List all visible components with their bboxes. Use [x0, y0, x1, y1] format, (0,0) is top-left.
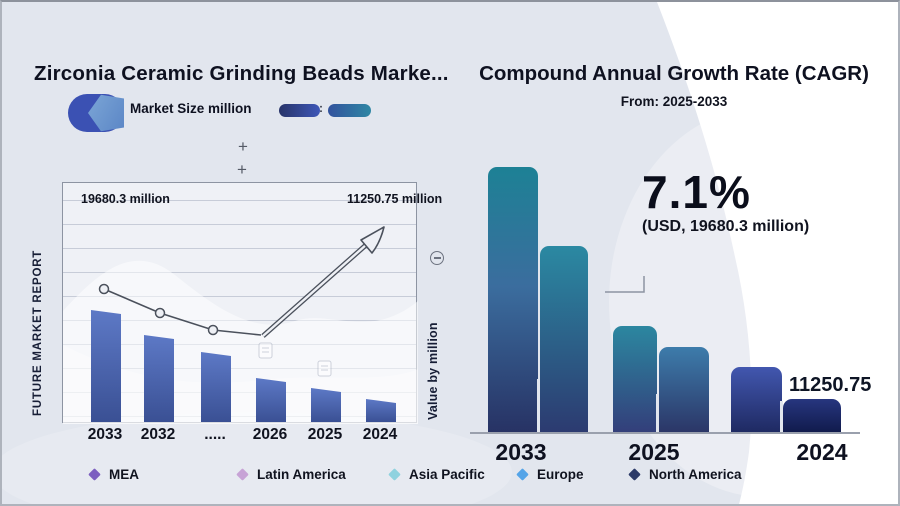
market-size-bar [91, 310, 121, 422]
legend-label: Asia Pacific [409, 466, 485, 482]
bar-gap [780, 401, 783, 433]
trend-line-and-arrow [98, 226, 385, 377]
market-size-icon [68, 94, 124, 132]
bar-gap [656, 394, 659, 433]
legend-label: MEA [109, 466, 139, 482]
market-size-bar [144, 335, 174, 422]
legend-item-latin-america: Latin America [236, 465, 346, 483]
market-size-bar [366, 399, 396, 422]
left-chart-title: Zirconia Ceramic Grinding Beads Marke... [34, 62, 449, 85]
cagr-value: 7.1% [642, 166, 751, 218]
cagr-bar [659, 347, 709, 433]
legend-diamond-icon [236, 467, 249, 481]
market-size-bar [311, 388, 341, 422]
ratio-pill-right-icon [328, 104, 371, 117]
series-legend-label: Market Size million [130, 101, 252, 116]
x-tick-label: 2033 [87, 426, 123, 443]
legend-diamond-icon [88, 467, 101, 481]
ratio-pill-left-icon [279, 104, 320, 117]
step-line-icon [605, 276, 645, 293]
market-size-bar [201, 352, 231, 422]
x-tick-label: 2025 [628, 439, 680, 465]
end-value-annotation: 11250.75 million [347, 192, 443, 206]
x-tick-label: 2026 [252, 426, 288, 443]
market-size-bars [63, 183, 416, 422]
x-tick-label: 2024 [796, 439, 848, 465]
legend-diamond-icon [516, 467, 529, 481]
bar-gap [537, 379, 540, 433]
document-icon [258, 342, 332, 377]
start-value-annotation: 19680.3 million [81, 192, 170, 206]
market-size-bar [256, 378, 286, 422]
right-chart-title: Compound Annual Growth Rate (CAGR) [479, 62, 869, 85]
x-tick-label: 2025 [307, 426, 343, 443]
right-chart-subtitle: From: 2025-2033 [620, 94, 728, 109]
legend-diamond-icon [628, 467, 641, 481]
growth-arrow-icon [261, 226, 385, 338]
x-tick-label: 2033 [495, 439, 547, 465]
cagr-bar [613, 326, 657, 433]
cagr-basis: (USD, 19680.3 million) [642, 218, 810, 235]
x-tick-label: 2024 [362, 426, 398, 443]
legend-label: Europe [537, 466, 584, 482]
legend-label: Latin America [257, 466, 346, 482]
side-watermark-label: FUTURE MARKET REPORT [32, 249, 44, 416]
legend-item-asia-pacific: Asia Pacific [388, 465, 485, 483]
minus-circle-icon [430, 251, 444, 265]
value-axis-label: Value by million [426, 322, 440, 420]
cagr-bar [488, 167, 538, 433]
legend-item-europe: Europe [516, 465, 584, 483]
x-tick-label: ..... [204, 426, 226, 443]
ratio-separator: : [319, 101, 323, 115]
legend-item-north-america: North America [628, 465, 742, 483]
cagr-bar [731, 367, 782, 433]
legend-diamond-icon [388, 467, 401, 481]
market-size-chart: 19680.3 million 11250.75 million [62, 182, 442, 424]
legend-label: North America [649, 466, 742, 482]
plus-icon: + [238, 137, 248, 156]
plus-icon: + [237, 160, 247, 179]
legend-item-mea: MEA [88, 465, 139, 483]
x-axis-line [470, 432, 860, 434]
cagr-bar [540, 246, 588, 433]
x-tick-label: 2032 [140, 426, 176, 443]
cagr-bar [783, 399, 841, 433]
value-annotation: 11250.75 [789, 374, 872, 396]
